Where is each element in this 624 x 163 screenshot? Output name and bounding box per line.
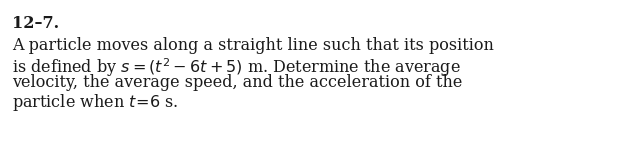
Text: A particle moves along a straight line such that its position: A particle moves along a straight line s…	[12, 37, 494, 54]
Text: 12–7.: 12–7.	[12, 15, 59, 32]
Text: is defined by $s = (t^{2} - 6t + 5)$ m. Determine the average: is defined by $s = (t^{2} - 6t + 5)$ m. …	[12, 56, 461, 79]
Text: particle when $t\!=\!6$ s.: particle when $t\!=\!6$ s.	[12, 92, 178, 113]
Text: velocity, the average speed, and the acceleration of the: velocity, the average speed, and the acc…	[12, 74, 462, 91]
